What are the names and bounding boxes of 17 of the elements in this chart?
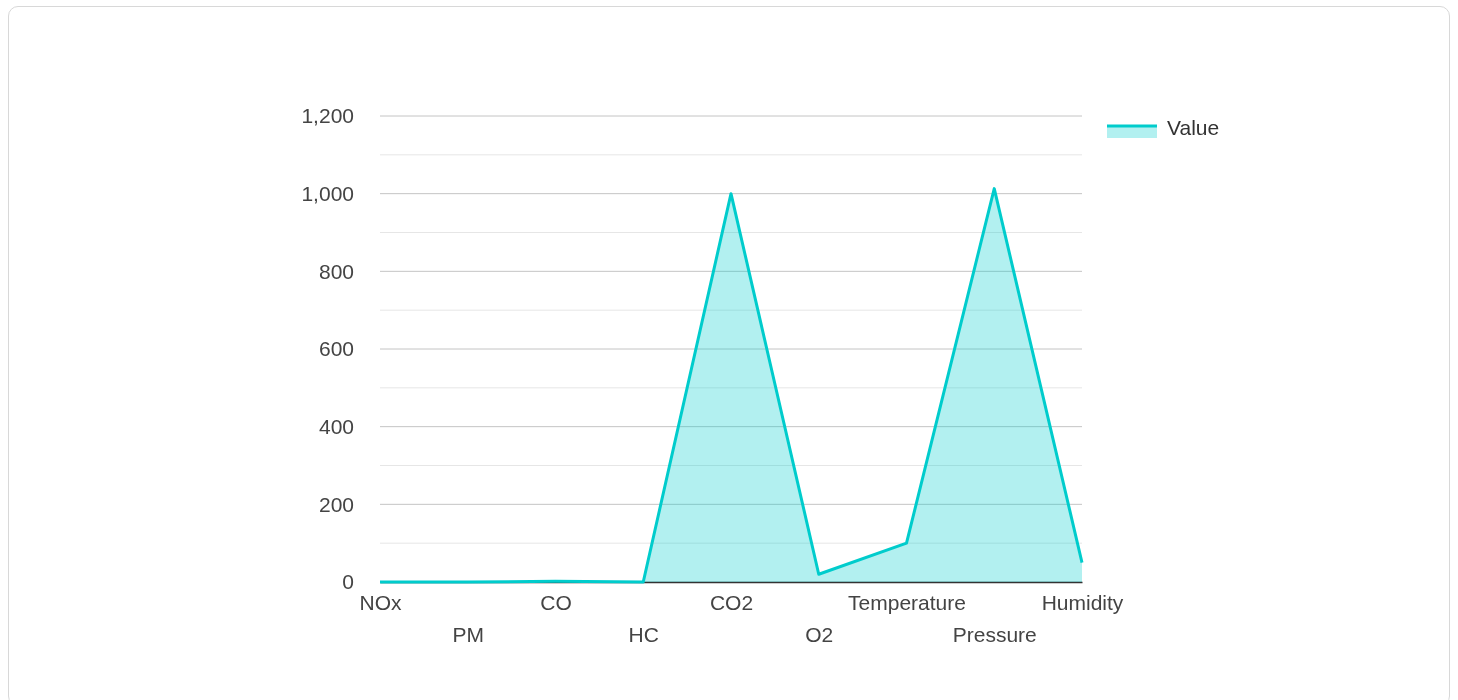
x-tick-label: CO2	[709, 591, 754, 614]
x-tick-label: O2	[805, 623, 834, 646]
x-tick-label: HC	[628, 623, 659, 646]
x-tick-label: Temperature	[848, 591, 966, 614]
x-tick-label: NOx	[359, 591, 402, 614]
x-tick-label: CO	[540, 591, 572, 614]
y-tick-label: 400	[318, 414, 354, 438]
x-tick-label: Pressure	[952, 623, 1037, 646]
y-tick-label: 800	[318, 259, 354, 283]
y-tick-label: 1,200	[301, 104, 354, 128]
y-tick-label: 0	[342, 570, 354, 594]
legend-label: Value	[1167, 116, 1220, 139]
y-tick-label: 600	[318, 337, 354, 361]
x-tick-label: Humidity	[1041, 591, 1124, 614]
y-tick-label: 200	[318, 492, 354, 516]
x-tick-label: PM	[452, 623, 484, 646]
y-tick-label: 1,000	[301, 181, 354, 205]
